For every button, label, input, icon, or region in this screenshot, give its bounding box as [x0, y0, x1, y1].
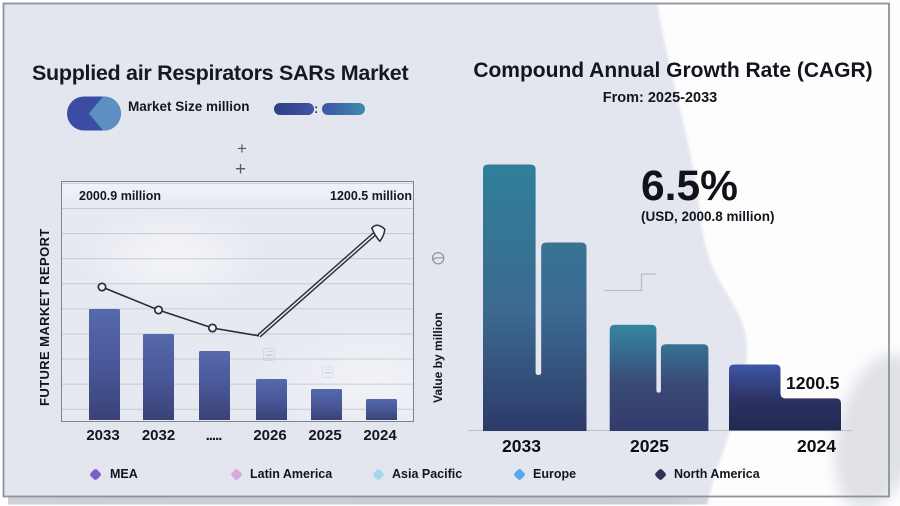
page-title: Supplied air Respirators SARs Market [32, 61, 409, 85]
plus-mark-top: + [237, 139, 247, 158]
left-bar-2024 [365, 399, 397, 420]
left-chart-plot [61, 181, 414, 422]
cagr-usd-note: (USD, 2000.8 million) [641, 209, 775, 224]
left-bar-2025 [310, 389, 342, 420]
left-bar-2032 [143, 334, 174, 420]
left-year-label: 2032 [141, 427, 176, 444]
ratio-pill-right [322, 103, 365, 115]
left-bar-2026 [255, 379, 287, 420]
legend-label-north-america: North America [674, 467, 760, 481]
right-bar-group-2025 [609, 324, 709, 431]
ratio-pill-left [274, 103, 314, 115]
trend-line-and-arrow [97, 224, 386, 338]
clipboard-icon-2 [322, 366, 333, 378]
right-bar-group-2033 [483, 164, 587, 431]
market-size-label: Market Size million [128, 99, 250, 114]
left-year-label: 2026 [253, 427, 287, 444]
left-year-label: 2024 [363, 427, 397, 444]
legend-label-europe: Europe [533, 467, 577, 481]
right-year-label: 2025 [630, 436, 669, 456]
cagr-subtitle: From: 2025-2033 [602, 90, 718, 106]
legend-label-mea: MEA [110, 467, 138, 481]
left-year-label: ..... [205, 427, 223, 444]
right-year-label: 2033 [502, 436, 541, 456]
left-bar-..... [198, 351, 230, 420]
left-year-label: 2025 [308, 427, 342, 444]
clipboard-icon-1 [263, 348, 275, 361]
white-sweep-shape [657, 3, 900, 506]
ratio-colon: : [314, 101, 319, 116]
cagr-value: 6.5% [641, 163, 738, 210]
left-chart-start-value: 2000.9 million [79, 189, 161, 203]
legend-label-asia-pacific: Asia Pacific [392, 467, 463, 481]
right-year-label: 2024 [797, 436, 836, 456]
circle-minus-icon [431, 251, 445, 265]
card-shadow [8, 496, 822, 505]
left-chart-end-value: 1200.5 million [330, 189, 412, 203]
right-bar-group-2024 [729, 364, 841, 431]
card-border [2, 2, 890, 498]
left-bar-2033 [88, 309, 120, 420]
legend-label-latin-america: Latin America [250, 467, 333, 481]
right-chart-value-label: 1200.5 [786, 373, 840, 393]
capsule-icon [67, 96, 121, 131]
left-year-label: 2033 [86, 427, 120, 444]
cagr-title: Compound Annual Growth Rate (CAGR) [473, 59, 873, 82]
plus-mark-bottom: + [235, 159, 247, 180]
